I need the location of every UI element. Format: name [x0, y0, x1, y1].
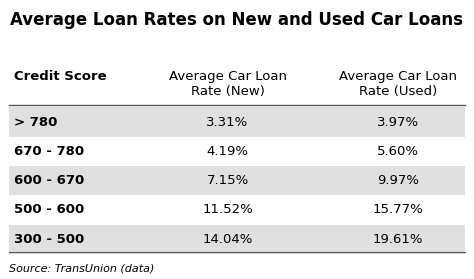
- Text: 19.61%: 19.61%: [373, 233, 423, 246]
- Text: 7.15%: 7.15%: [206, 174, 249, 187]
- Bar: [9, 137, 465, 166]
- Text: Credit Score: Credit Score: [14, 70, 107, 83]
- Text: Average Car Loan
Rate (New): Average Car Loan Rate (New): [169, 70, 286, 98]
- Bar: [9, 195, 465, 225]
- Text: > 780: > 780: [14, 116, 58, 129]
- Bar: [9, 107, 465, 137]
- Text: 600 - 670: 600 - 670: [14, 174, 84, 187]
- Text: 3.31%: 3.31%: [206, 116, 249, 129]
- Text: 5.60%: 5.60%: [377, 145, 419, 158]
- Text: 14.04%: 14.04%: [202, 233, 253, 246]
- Bar: [9, 166, 465, 195]
- Text: 11.52%: 11.52%: [202, 203, 253, 217]
- Text: 4.19%: 4.19%: [207, 145, 248, 158]
- Text: 500 - 600: 500 - 600: [14, 203, 84, 217]
- Text: 670 - 780: 670 - 780: [14, 145, 84, 158]
- Text: 9.97%: 9.97%: [377, 174, 419, 187]
- Text: 15.77%: 15.77%: [373, 203, 424, 217]
- Text: Source: TransUnion (data): Source: TransUnion (data): [9, 263, 155, 273]
- Text: 3.97%: 3.97%: [377, 116, 419, 129]
- Text: Average Loan Rates on New and Used Car Loans: Average Loan Rates on New and Used Car L…: [10, 11, 464, 29]
- Text: Average Car Loan
Rate (Used): Average Car Loan Rate (Used): [339, 70, 457, 98]
- Text: 300 - 500: 300 - 500: [14, 233, 84, 246]
- Bar: [9, 225, 465, 254]
